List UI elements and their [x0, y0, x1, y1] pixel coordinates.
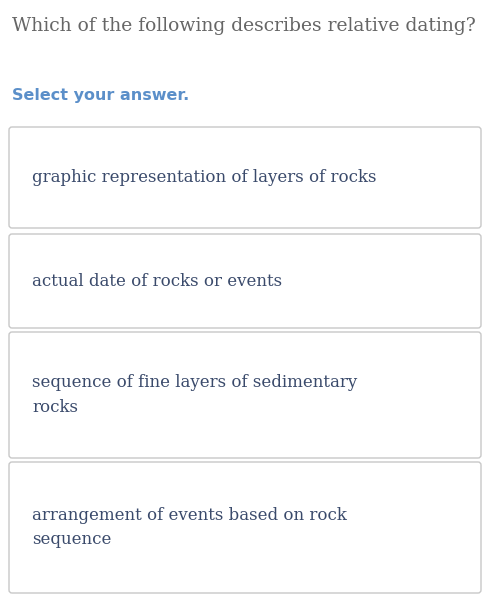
Text: Select your answer.: Select your answer.: [12, 88, 189, 103]
Text: graphic representation of layers of rocks: graphic representation of layers of rock…: [32, 169, 376, 186]
FancyBboxPatch shape: [9, 127, 481, 228]
FancyBboxPatch shape: [9, 332, 481, 458]
Text: sequence of fine layers of sedimentary
rocks: sequence of fine layers of sedimentary r…: [32, 374, 357, 416]
FancyBboxPatch shape: [9, 462, 481, 593]
Text: arrangement of events based on rock
sequence: arrangement of events based on rock sequ…: [32, 506, 347, 548]
Text: Which of the following describes relative dating?: Which of the following describes relativ…: [12, 17, 476, 35]
FancyBboxPatch shape: [9, 234, 481, 328]
Text: actual date of rocks or events: actual date of rocks or events: [32, 272, 282, 289]
